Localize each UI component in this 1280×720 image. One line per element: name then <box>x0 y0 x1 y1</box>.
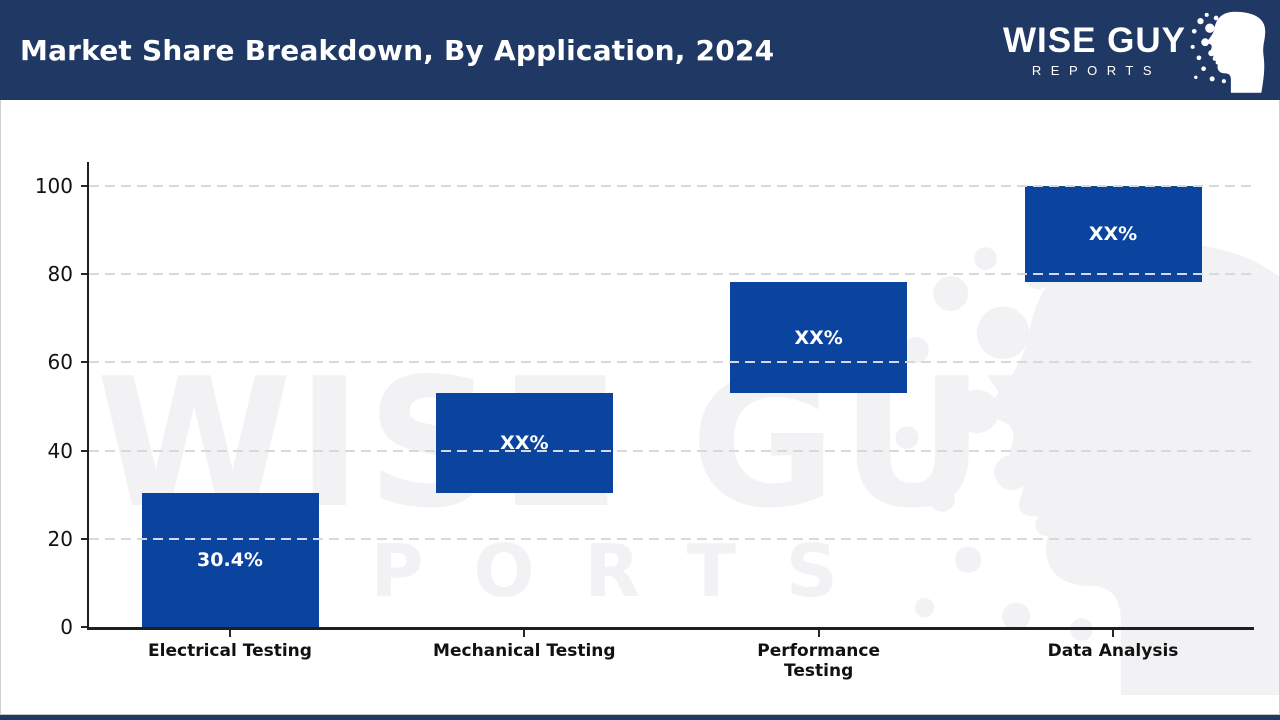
y-tick-mark <box>81 185 89 187</box>
logo-wordmark-line2: REPORTS <box>1031 63 1162 78</box>
x-category-label: Data Analysis <box>1047 641 1179 661</box>
chart-title: Market Share Breakdown, By Application, … <box>20 33 775 67</box>
x-tick-mark <box>229 629 231 637</box>
y-gridline <box>89 537 1254 540</box>
x-tick-mark <box>523 629 526 637</box>
x-tick-mark <box>1112 629 1114 637</box>
y-tick-label: 40 <box>47 438 73 463</box>
bar-value-label: XX% <box>1088 223 1138 246</box>
waterfall-bar: XX% <box>730 282 908 394</box>
bar-value-label: 30.4% <box>197 548 263 571</box>
waterfall-bar: XX% <box>1024 186 1202 283</box>
logo-wordmark: WISE GUY REPORTS <box>1003 23 1186 77</box>
x-tick-mark <box>817 629 820 637</box>
y-tick-label: 0 <box>60 615 73 639</box>
y-tick-mark <box>81 449 89 452</box>
waterfall-bar: 30.4% <box>141 492 319 627</box>
x-category-label: Performance Testing <box>757 641 881 681</box>
x-category-label: Electrical Testing <box>148 641 312 661</box>
y-gridline <box>89 449 1254 452</box>
chart-area: WISE GUY REPORTS 30.4% XX% XX% XX% 0 20 40 60 80… <box>0 100 1280 715</box>
y-tick-mark <box>81 537 89 540</box>
y-tick-label: 100 <box>34 174 73 198</box>
footer-bar <box>0 715 1280 720</box>
y-gridline <box>89 185 1254 187</box>
bar-value-label: XX% <box>794 326 843 349</box>
wise-guy-reports-logo: WISE GUY REPORTS <box>1003 7 1266 93</box>
y-gridline <box>89 361 1254 364</box>
x-category-label: Mechanical Testing <box>433 641 616 661</box>
x-axis <box>87 627 1254 630</box>
plot-region: 30.4% XX% XX% XX% 0 20 40 60 80 100 Electrical Tes… <box>1 100 1279 714</box>
header-bar: Market Share Breakdown, By Application, … <box>0 0 1280 100</box>
y-tick-label: 60 <box>47 350 73 375</box>
y-tick-mark <box>81 361 89 364</box>
y-tick-label: 20 <box>47 526 73 551</box>
y-tick-label: 80 <box>47 262 73 287</box>
y-tick-mark <box>81 273 89 276</box>
y-axis <box>87 162 89 630</box>
logo-head-icon <box>1188 7 1266 93</box>
bar-value-label: XX% <box>500 432 549 455</box>
waterfall-bar: XX% <box>435 393 613 493</box>
y-gridline <box>89 273 1254 276</box>
y-tick-mark <box>81 626 89 628</box>
logo-wordmark-line1: WISE GUY <box>1002 21 1186 60</box>
